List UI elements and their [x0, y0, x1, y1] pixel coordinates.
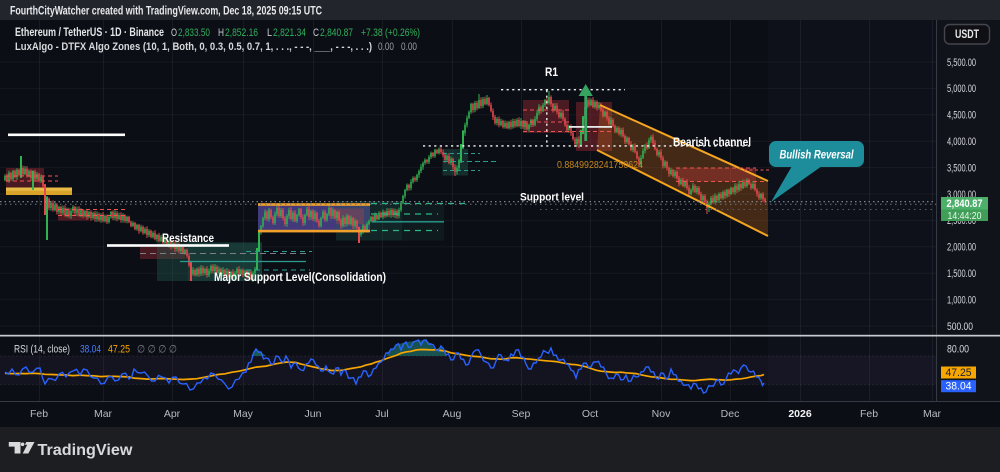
svg-text:Dec: Dec	[721, 408, 740, 420]
svg-text:38.04: 38.04	[80, 344, 101, 356]
svg-text:1,500.00: 1,500.00	[947, 268, 976, 280]
svg-text:1,000.00: 1,000.00	[947, 294, 976, 306]
svg-text:Mar: Mar	[923, 408, 942, 420]
svg-text:USDT: USDT	[955, 27, 979, 41]
svg-text:RSI (14, close): RSI (14, close)	[14, 344, 70, 356]
svg-text:2,840.87: 2,840.87	[947, 198, 983, 210]
svg-text:2,833.50: 2,833.50	[178, 27, 210, 39]
svg-text:Jun: Jun	[305, 408, 322, 420]
svg-text:500.00: 500.00	[947, 321, 973, 333]
svg-text:2,852.16: 2,852.16	[225, 27, 258, 39]
svg-text:Sep: Sep	[512, 408, 531, 420]
svg-text:L: L	[267, 27, 272, 39]
svg-text:Apr: Apr	[164, 408, 181, 420]
svg-text:47.25: 47.25	[108, 344, 130, 356]
svg-text:3,500.00: 3,500.00	[947, 162, 976, 174]
svg-text:Bullish Reversal: Bullish Reversal	[780, 150, 855, 162]
svg-text:0.8849928241750624: 0.8849928241750624	[557, 159, 643, 171]
svg-text:Ethereum / TetherUS · 1D · Bin: Ethereum / TetherUS · 1D · Binance	[15, 27, 164, 39]
svg-text:5,000.00: 5,000.00	[947, 83, 976, 95]
svg-text:Aug: Aug	[443, 408, 462, 420]
svg-text:FourthCityWatcher created with: FourthCityWatcher created with TradingVi…	[10, 4, 322, 18]
svg-text:H: H	[218, 27, 224, 39]
svg-text:Mar: Mar	[94, 408, 113, 420]
svg-text:2,821.34: 2,821.34	[273, 27, 306, 39]
svg-text:Nov: Nov	[652, 408, 671, 420]
svg-text:May: May	[233, 408, 254, 420]
svg-text:C: C	[313, 27, 319, 39]
svg-text:47.25: 47.25	[946, 367, 972, 379]
svg-text:0.00: 0.00	[378, 41, 394, 53]
svg-text:Oct: Oct	[582, 408, 598, 420]
svg-text:Support level: Support level	[520, 192, 584, 204]
svg-text:TradingView: TradingView	[38, 442, 134, 459]
svg-text:Feb: Feb	[30, 408, 48, 420]
svg-text:Bearish channel: Bearish channel	[673, 137, 751, 149]
svg-text:2026: 2026	[788, 408, 812, 420]
svg-text:2,000.00: 2,000.00	[947, 242, 976, 254]
svg-text:0.00: 0.00	[401, 41, 417, 53]
svg-text:5,500.00: 5,500.00	[947, 57, 976, 69]
svg-text:Resistance: Resistance	[162, 231, 214, 245]
svg-text:R1: R1	[545, 65, 558, 79]
svg-text:Jul: Jul	[375, 408, 388, 420]
svg-text:38.04: 38.04	[946, 381, 972, 393]
svg-text:O: O	[171, 27, 177, 39]
svg-text:∅ ∅ ∅ ∅: ∅ ∅ ∅ ∅	[137, 344, 177, 356]
svg-text:Feb: Feb	[860, 408, 878, 420]
svg-text:Major Support Level(Consolidat: Major Support Level(Consolidation)	[214, 270, 386, 284]
svg-text:4,500.00: 4,500.00	[947, 110, 976, 122]
svg-text:80.00: 80.00	[947, 344, 969, 356]
svg-text:+7.38 (+0.26%): +7.38 (+0.26%)	[361, 27, 420, 39]
svg-text:2,840.87: 2,840.87	[320, 27, 353, 39]
svg-text:14:44:20: 14:44:20	[948, 211, 982, 222]
svg-text:LuxAlgo - DTFX Algo Zones (10,: LuxAlgo - DTFX Algo Zones (10, 1, Both, …	[15, 41, 372, 53]
svg-text:4,000.00: 4,000.00	[947, 136, 976, 148]
